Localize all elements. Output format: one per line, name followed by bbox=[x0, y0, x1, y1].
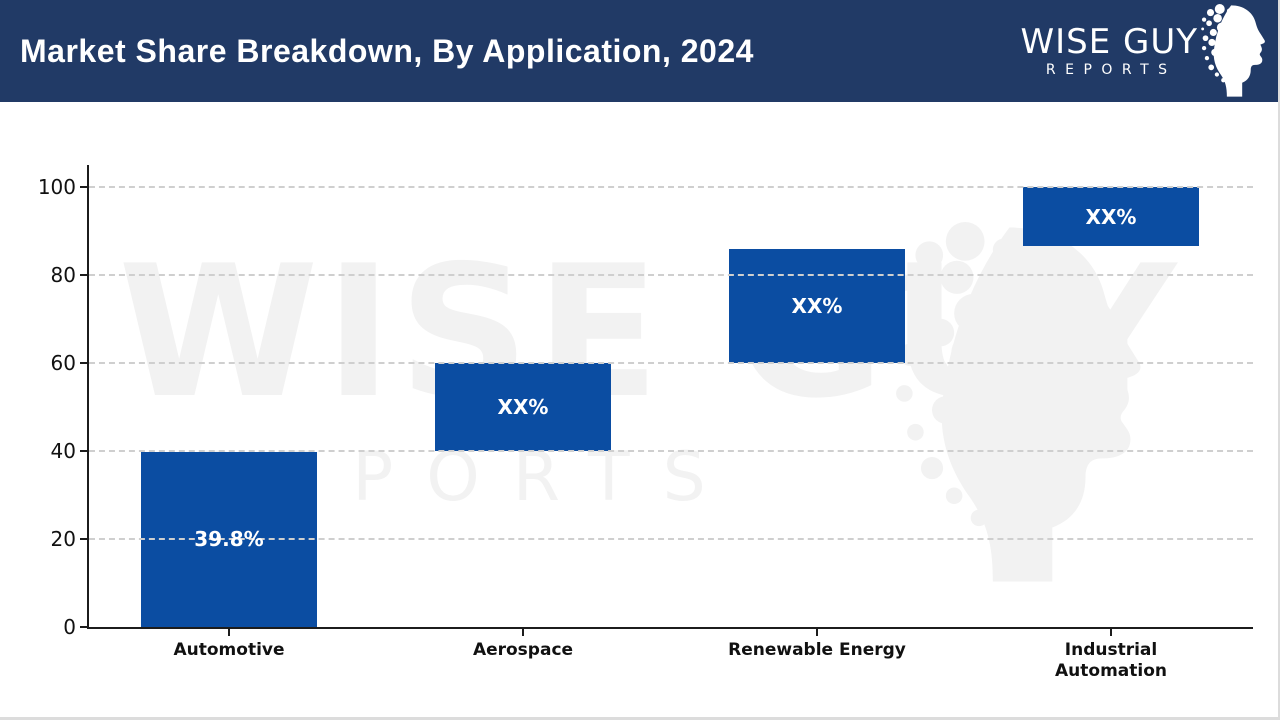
chart-title: Market Share Breakdown, By Application, … bbox=[20, 33, 754, 69]
y-axis-tick-label-80: 80 bbox=[50, 263, 76, 287]
y-gridline-80 bbox=[89, 274, 1253, 276]
chart-bar-3 bbox=[1023, 187, 1199, 247]
y-axis-tickmark-40 bbox=[80, 450, 88, 452]
y-axis-tickmark-80 bbox=[80, 274, 88, 276]
header: Market Share Breakdown, By Application, … bbox=[0, 0, 1278, 102]
chart-bar-2 bbox=[729, 248, 905, 363]
logo-wordmark-line2: REPORTS bbox=[1045, 61, 1177, 78]
logo-head-icon bbox=[1201, 4, 1265, 97]
x-axis-tickmark-0 bbox=[228, 629, 230, 636]
y-axis-line bbox=[87, 165, 89, 629]
y-axis-tick-label-20: 20 bbox=[50, 527, 76, 551]
y-axis-tickmark-0 bbox=[80, 626, 88, 628]
y-gridline-100 bbox=[89, 186, 1253, 188]
x-axis-category-label-1: Aerospace bbox=[472, 640, 574, 660]
logo-wordmark-line1: WISE GUY bbox=[1020, 21, 1198, 62]
x-axis-tickmark-3 bbox=[1110, 629, 1112, 636]
bar-value-label-1: XX% bbox=[497, 395, 549, 419]
bar-value-label-2: XX% bbox=[791, 293, 843, 318]
x-axis-tickmark-2 bbox=[816, 629, 818, 636]
y-axis-tick-label-0: 0 bbox=[63, 615, 76, 639]
x-axis-category-label-3: Industrial Automation bbox=[1055, 640, 1167, 681]
wiseguy-logo: WISE GUY REPORTS bbox=[1020, 0, 1274, 102]
y-gridline-40 bbox=[89, 450, 1253, 452]
y-gridline-60 bbox=[89, 362, 1253, 364]
x-axis-tickmark-1 bbox=[522, 629, 524, 636]
x-axis-line bbox=[87, 627, 1253, 629]
chart-plot-area: WISE GUY REPORTS 39.8% XX% XX% XX% 0 20 40 60 80… bbox=[0, 102, 1278, 717]
y-axis-tick-label-40: 40 bbox=[50, 439, 76, 463]
logo-wordmark: WISE GUY REPORTS bbox=[1020, 25, 1198, 78]
y-axis-tick-label-60: 60 bbox=[50, 351, 76, 375]
chart-bar-1 bbox=[435, 363, 611, 451]
x-axis-category-label-2: Renewable Energy bbox=[728, 640, 906, 660]
y-axis-tickmark-60 bbox=[80, 362, 88, 364]
watermark-head-icon bbox=[893, 222, 1141, 582]
bar-value-label-3: XX% bbox=[1085, 204, 1137, 229]
y-axis-tickmark-20 bbox=[80, 538, 88, 540]
y-axis-tick-label-100: 100 bbox=[37, 175, 76, 199]
y-axis-tickmark-100 bbox=[80, 186, 88, 188]
bar-value-label-0: 39.8% bbox=[194, 527, 264, 552]
x-axis-category-label-0: Automotive bbox=[173, 640, 285, 660]
y-gridline-20 bbox=[89, 538, 1253, 540]
